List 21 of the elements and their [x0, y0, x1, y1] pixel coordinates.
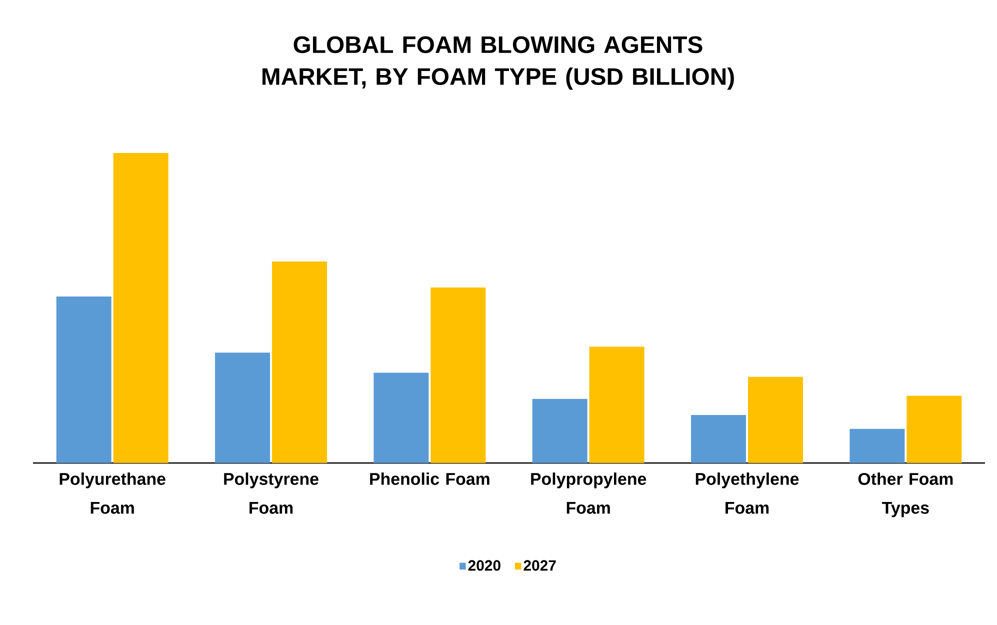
x-tick-label: Polypropylene Foam: [531, 472, 646, 514]
bar: [374, 372, 429, 463]
bar: [850, 428, 905, 463]
x-tick-label: Polyurethane Foam: [60, 472, 166, 514]
x-tick-label: Polyethylene Foam: [696, 472, 799, 514]
bar: [56, 296, 112, 463]
legend-label: 2027: [524, 560, 556, 571]
x-tick-label: Polystyrene Foam: [224, 472, 318, 514]
x-tick-label: Other Foam Types: [858, 472, 953, 518]
bar: [215, 352, 270, 463]
x-tick-label: Phenolic Foam: [370, 472, 490, 485]
bar: [430, 288, 486, 463]
bar: [691, 414, 746, 463]
chart-title: GLOBAL FOAM BLOWING AGENTS MARKET, BY FOAM TYPE (USD BILLION): [262, 36, 734, 90]
bar: [113, 152, 168, 463]
legend-label: 2020: [468, 560, 500, 571]
bar: [748, 376, 804, 463]
bar: [589, 346, 644, 463]
bar: [906, 396, 962, 463]
bar: [272, 261, 327, 463]
bar: [532, 398, 588, 463]
